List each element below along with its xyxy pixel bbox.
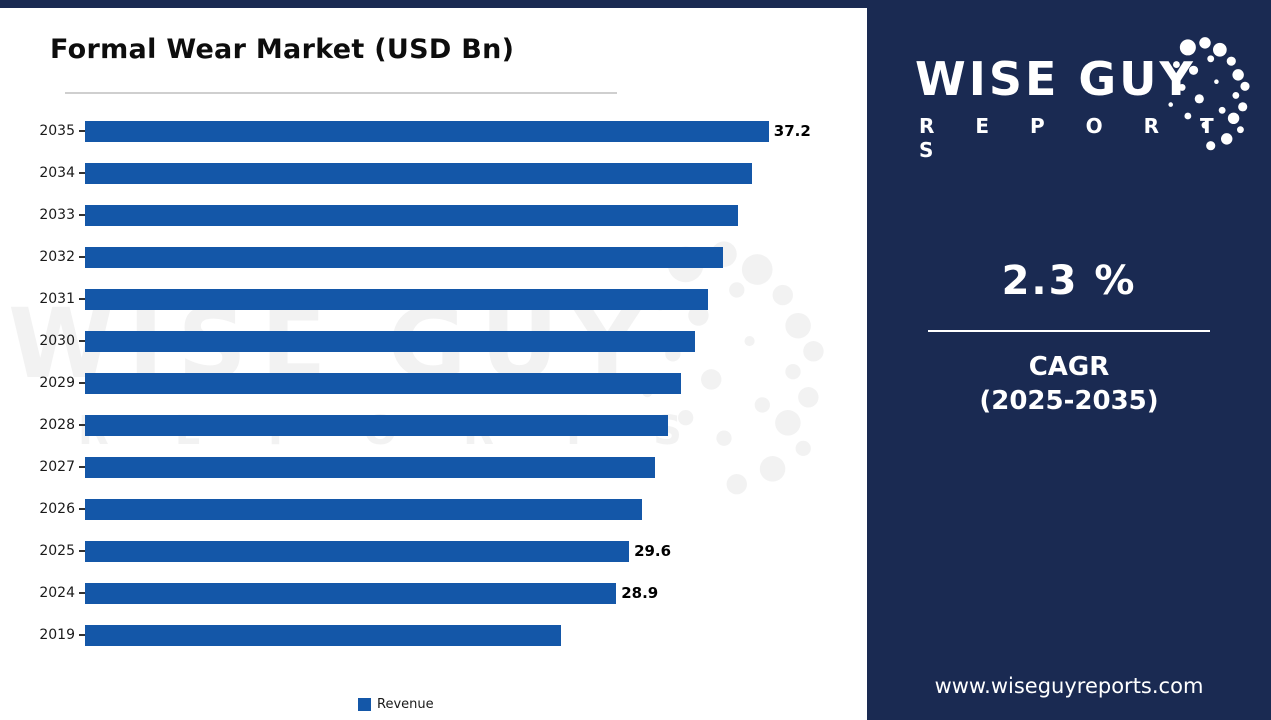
cagr-block: 2.3 % CAGR (2025-2035) [867, 258, 1271, 416]
chart-legend: Revenue [358, 697, 434, 712]
bar-row: 2030 [20, 320, 857, 362]
axis-tick [79, 424, 85, 426]
bar-row: 2033 [20, 194, 857, 236]
bar-track: 37.2 [85, 120, 857, 142]
cagr-range: (2025-2035) [979, 386, 1159, 416]
axis-tick [79, 466, 85, 468]
bar-row: 2034 [20, 152, 857, 194]
y-axis-label: 2028 [39, 417, 75, 433]
revenue-bar [85, 246, 723, 268]
revenue-bar [85, 582, 617, 604]
revenue-bar [85, 498, 642, 520]
bar-value-label: 28.9 [621, 583, 659, 602]
brand-subname: R E P O R T S [919, 114, 1231, 162]
brand-face-dots-icon [1168, 37, 1250, 151]
bar-row: 2028 [20, 404, 857, 446]
bar-row: 2032 [20, 236, 857, 278]
revenue-bar [85, 414, 668, 436]
bar-track: 29.6 [85, 540, 857, 562]
bar-track [85, 162, 857, 184]
y-axis-label: 2030 [39, 333, 75, 349]
bar-track [85, 246, 857, 268]
bar-row: 2024 28.9 [20, 572, 857, 614]
axis-tick [79, 508, 85, 510]
axis-tick [79, 298, 85, 300]
bar-value-label: 29.6 [634, 541, 672, 560]
cagr-value: 2.3 % [1001, 258, 1137, 304]
axis-tick [79, 382, 85, 384]
bar-value-label: 37.2 [773, 121, 811, 140]
y-axis-label: 2024 [39, 585, 75, 601]
y-axis-label: 2029 [39, 375, 75, 391]
chart-title: Formal Wear Market (USD Bn) [50, 34, 515, 65]
y-axis-label: 2031 [39, 291, 75, 307]
axis-tick [79, 550, 85, 552]
revenue-bar [85, 456, 655, 478]
y-axis-label: 2026 [39, 501, 75, 517]
bar-row: 2019 [20, 614, 857, 656]
bar-track [85, 414, 857, 436]
bar-track [85, 372, 857, 394]
bar-track: 28.9 [85, 582, 857, 604]
legend-label: Revenue [377, 697, 434, 712]
top-accent-strip [0, 0, 867, 8]
axis-tick [79, 592, 85, 594]
revenue-bar [85, 288, 709, 310]
title-divider [65, 92, 617, 94]
bar-track [85, 204, 857, 226]
y-axis-label: 2034 [39, 165, 75, 181]
bar-track [85, 498, 857, 520]
revenue-bar [85, 540, 630, 562]
axis-tick [79, 172, 85, 174]
legend-swatch [358, 698, 371, 711]
axis-tick [79, 634, 85, 636]
revenue-bar [85, 624, 562, 646]
y-axis-label: 2025 [39, 543, 75, 559]
axis-tick [79, 340, 85, 342]
brand-logo: WISE GUY R E P O R T S [915, 52, 1271, 162]
y-axis-label: 2019 [39, 627, 75, 643]
revenue-bar [85, 162, 753, 184]
y-axis-label: 2033 [39, 207, 75, 223]
y-axis-label: 2035 [39, 123, 75, 139]
axis-tick [79, 130, 85, 132]
bar-row: 2029 [20, 362, 857, 404]
website-link[interactable]: www.wiseguyreports.com [934, 674, 1204, 698]
bar-row: 2027 [20, 446, 857, 488]
bar-row: 2031 [20, 278, 857, 320]
y-axis-label: 2032 [39, 249, 75, 265]
bar-track [85, 330, 857, 352]
chart-section: Formal Wear Market (USD Bn) WISE GUY R E… [0, 0, 867, 712]
axis-tick [79, 256, 85, 258]
axis-tick [79, 214, 85, 216]
bar-row: 2035 37.2 [20, 110, 857, 152]
y-axis-label: 2027 [39, 459, 75, 475]
brand-name: WISE GUY [915, 52, 1196, 106]
bar-rows: 2035 37.2 2034 2033 2032 2031 2030 2029 2028 2027… [20, 110, 857, 658]
bar-row: 2025 29.6 [20, 530, 857, 572]
revenue-bar [85, 372, 681, 394]
bar-track [85, 288, 857, 310]
revenue-bar [85, 120, 769, 142]
revenue-bar [85, 204, 738, 226]
revenue-bar [85, 330, 696, 352]
bar-track [85, 624, 857, 646]
cagr-divider [928, 330, 1210, 332]
bar-row: 2026 [20, 488, 857, 530]
brand-panel: WISE GUY R E P O R T S 2.3 % CAGR (2025-… [867, 0, 1271, 720]
cagr-label: CAGR [1028, 352, 1110, 382]
bar-track [85, 456, 857, 478]
